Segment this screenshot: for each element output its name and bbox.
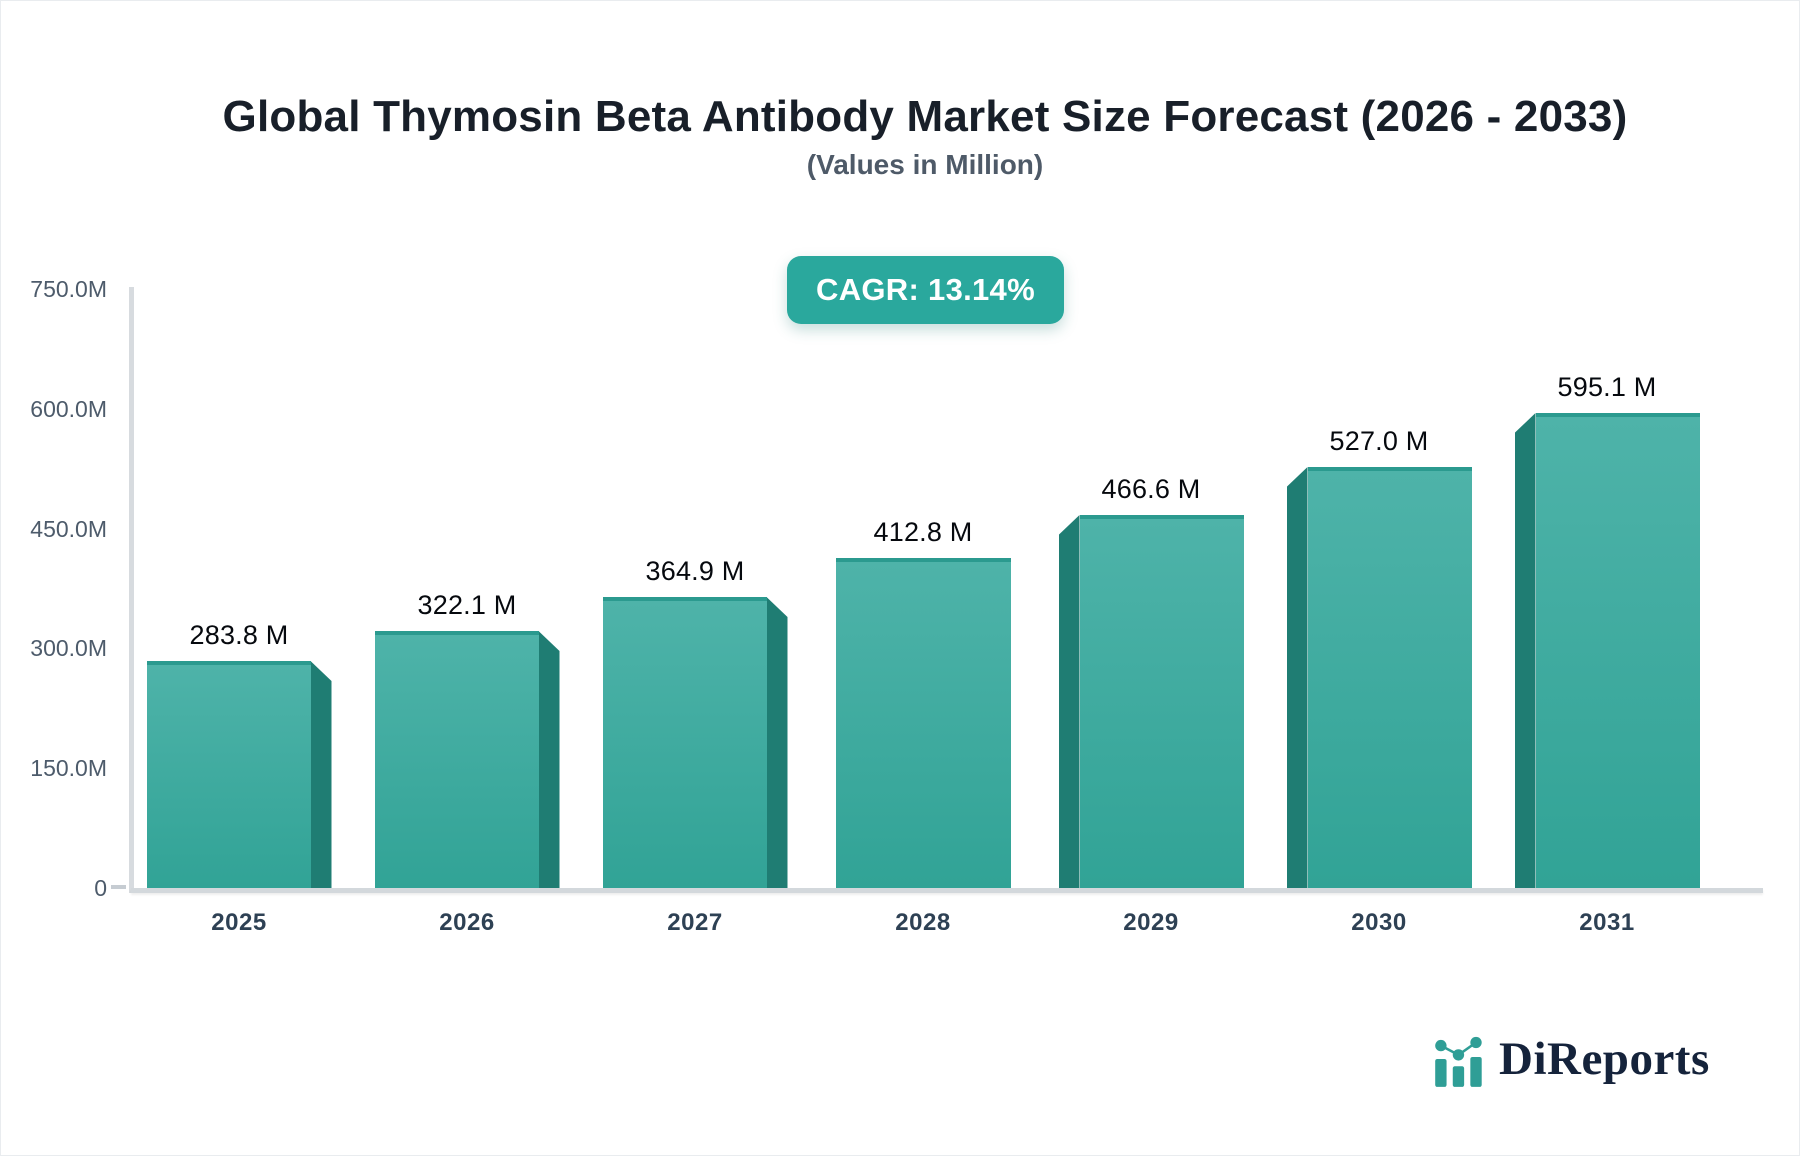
zero-tick-mark <box>111 885 126 889</box>
bar-value-label: 466.6 M <box>1101 474 1201 504</box>
y-axis-label: 750.0M <box>30 276 107 302</box>
bar-side-face <box>538 631 560 888</box>
bar-value-label: 527.0 M <box>1329 426 1429 456</box>
y-axis-label: 450.0M <box>30 515 107 542</box>
bar-side-face <box>1286 467 1308 888</box>
bar-side-face <box>766 597 788 888</box>
bar-face <box>1079 515 1244 888</box>
x-axis-label: 2027 <box>667 909 723 936</box>
y-axis-label: 150.0M <box>30 755 107 782</box>
bar-2031[interactable] <box>1514 413 1700 888</box>
bar-value-label: 364.9 M <box>645 556 745 586</box>
y-axis-line <box>129 287 134 893</box>
bar-face <box>835 558 1011 888</box>
bar-2028[interactable] <box>835 558 1011 888</box>
bar-face <box>1307 467 1472 888</box>
bar-2029[interactable] <box>1058 515 1244 888</box>
chart-title: Global Thymosin Beta Antibody Market Siz… <box>222 92 1628 141</box>
x-axis-label: 2025 <box>211 909 267 936</box>
bar-side-face <box>310 661 332 888</box>
x-axis-label: 2031 <box>1579 909 1635 936</box>
x-axis-label: 2026 <box>439 909 495 936</box>
cagr-badge-label: CAGR: 13.14% <box>816 272 1035 307</box>
bar-face <box>146 661 311 888</box>
x-axis-label: 2030 <box>1351 909 1407 936</box>
direports-logo-text: DiReports <box>1499 1033 1710 1085</box>
direports-logo-icon <box>1435 1036 1482 1087</box>
bar-value-label: 322.1 M <box>417 590 517 620</box>
y-axis-label: 600.0M <box>30 395 107 422</box>
bar-2027[interactable] <box>602 597 788 888</box>
bar-face <box>1535 413 1700 888</box>
bar-side-face <box>1514 413 1536 888</box>
y-axis-label: 300.0M <box>30 635 107 662</box>
bar-value-label: 412.8 M <box>873 517 973 547</box>
x-axis-baseline <box>131 888 1763 893</box>
x-axis-label: 2029 <box>1123 909 1179 936</box>
bar-2026[interactable] <box>374 631 560 888</box>
y-axis-label: 0 <box>94 875 107 901</box>
bar-2025[interactable] <box>146 661 332 888</box>
bar-2030[interactable] <box>1286 467 1472 888</box>
bar-side-face <box>1058 515 1080 888</box>
bar-face <box>374 631 539 888</box>
chart-subtitle: (Values in Million) <box>806 149 1044 180</box>
cagr-badge: CAGR: 13.14% <box>787 256 1064 324</box>
x-axis-label: 2028 <box>895 909 951 936</box>
bar-value-label: 283.8 M <box>189 620 289 650</box>
bar-face <box>602 597 767 888</box>
direports-logo: DiReports <box>1429 1029 1710 1087</box>
bar-value-label: 595.1 M <box>1557 372 1657 402</box>
